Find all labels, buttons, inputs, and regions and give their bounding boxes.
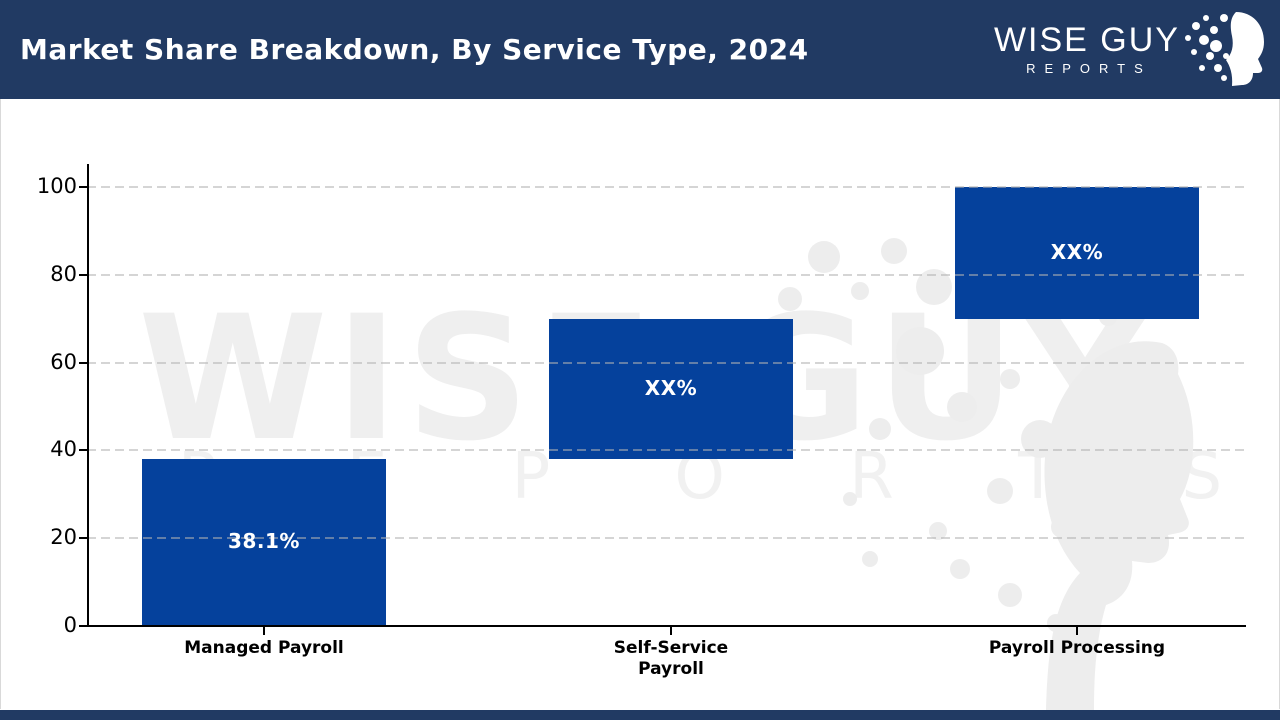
bar-value-label: XX% xyxy=(1050,239,1104,264)
brand-logo-text: WISE GUY REPORTS xyxy=(994,23,1180,76)
y-tick-mark xyxy=(79,537,87,540)
y-tick-label: 20 xyxy=(50,525,77,550)
x-tick-mark xyxy=(1076,627,1078,635)
y-tick-label: 100 xyxy=(36,174,77,198)
x-tick-label: Self-Service Payroll xyxy=(613,638,729,680)
bar-value-label: 38.1% xyxy=(228,529,300,554)
x-tick-label: Payroll Processing xyxy=(988,638,1166,658)
gridline-100 xyxy=(87,186,1246,188)
header-bar: Market Share Breakdown, By Service Type,… xyxy=(0,0,1280,99)
x-tick-label: Managed Payroll xyxy=(184,638,344,658)
page-title: Market Share Breakdown, By Service Type,… xyxy=(20,33,809,66)
x-tick-mark xyxy=(263,627,265,635)
y-axis-line xyxy=(87,164,89,627)
brand-name: WISE GUY xyxy=(993,21,1180,59)
bar-2 xyxy=(549,318,793,459)
y-tick-mark xyxy=(79,625,87,627)
y-tick-label: 80 xyxy=(50,261,77,286)
brand-logo: WISE GUY REPORTS xyxy=(994,8,1280,92)
wiseguy-head-icon xyxy=(1185,11,1264,86)
y-tick-label: 40 xyxy=(50,437,77,462)
x-tick-mark xyxy=(670,627,672,635)
gridline-40 xyxy=(87,449,1246,452)
bar-value-label: XX% xyxy=(644,375,698,400)
gridline-80 xyxy=(87,273,1246,276)
footer-bar xyxy=(0,710,1280,720)
y-tick-mark xyxy=(79,273,87,276)
gridline-60 xyxy=(87,361,1246,364)
gridline-20 xyxy=(87,537,1246,540)
bar-3 xyxy=(955,187,1199,319)
y-tick-label: 0 xyxy=(63,613,77,637)
y-tick-label: 60 xyxy=(50,349,77,374)
y-tick-mark xyxy=(79,186,87,188)
brand-subtitle: REPORTS xyxy=(1026,61,1152,76)
bar-1 xyxy=(142,458,386,626)
y-tick-mark xyxy=(79,449,87,452)
y-tick-mark xyxy=(79,361,87,364)
background-head-watermark xyxy=(778,236,1194,710)
x-axis-line xyxy=(87,625,1246,627)
